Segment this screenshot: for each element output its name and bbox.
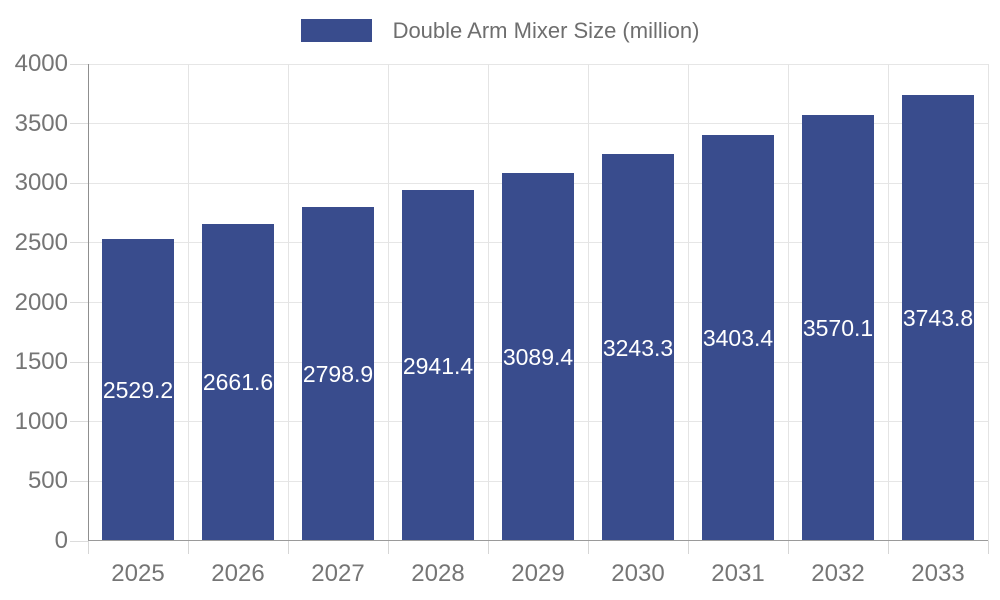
x-tick-label: 2028 <box>411 560 465 587</box>
x-gridline <box>187 64 189 541</box>
y-gridline <box>88 63 988 65</box>
bar-2031[interactable] <box>702 135 774 541</box>
bar-2028[interactable] <box>402 190 474 541</box>
x-tick-label: 2025 <box>111 560 165 587</box>
x-gridline <box>487 64 489 541</box>
x-tick-label: 2032 <box>811 560 865 587</box>
y-tick-label: 2500 <box>14 228 68 256</box>
x-tick-mark <box>587 541 589 554</box>
y-tick-label: 500 <box>27 467 68 495</box>
y-tick-label: 2000 <box>14 288 68 316</box>
x-tick-label: 2031 <box>711 560 765 587</box>
x-gridline <box>987 64 989 541</box>
x-tick-mark <box>787 541 789 554</box>
x-tick-label: 2027 <box>311 560 365 587</box>
x-tick-mark <box>187 541 189 554</box>
x-tick-mark <box>987 541 989 554</box>
y-tick-mark <box>70 421 88 423</box>
x-tick-mark <box>87 541 89 554</box>
x-gridline <box>687 64 689 541</box>
y-tick-mark <box>70 361 88 363</box>
y-tick-label: 0 <box>54 527 68 554</box>
bar-2032[interactable] <box>802 115 874 541</box>
y-tick-label: 1000 <box>14 407 68 435</box>
y-tick-label: 1500 <box>14 348 68 376</box>
x-gridline <box>287 64 289 541</box>
x-tick-mark <box>287 541 289 554</box>
legend[interactable]: Double Arm Mixer Size (million) <box>0 19 1000 42</box>
y-tick-mark <box>70 123 88 125</box>
y-tick-mark <box>70 182 88 184</box>
x-gridline <box>587 64 589 541</box>
x-gridline <box>387 64 389 541</box>
bar-2029[interactable] <box>502 172 574 541</box>
y-tick-label: 3000 <box>14 169 68 197</box>
y-tick-mark <box>70 302 88 303</box>
x-tick-mark <box>887 541 889 554</box>
y-axis-line <box>88 64 89 553</box>
y-tick-mark <box>70 63 88 65</box>
x-tick-label: 2029 <box>511 560 565 587</box>
bar-2030[interactable] <box>602 154 674 541</box>
y-tick-label: 3500 <box>14 109 68 137</box>
x-tick-label: 2026 <box>211 560 265 587</box>
y-tick-mark <box>70 242 88 244</box>
x-tick-mark <box>687 541 689 554</box>
x-gridline <box>787 64 789 541</box>
legend-label: Double Arm Mixer Size (million) <box>392 18 700 43</box>
bar-2026[interactable] <box>202 223 274 541</box>
y-tick-mark <box>70 540 88 542</box>
y-tick-mark <box>70 480 88 482</box>
x-gridline <box>887 64 889 541</box>
y-tick-label: 4000 <box>14 50 68 77</box>
plot-area: 2529.2 2661.6 2798.9 2941.4 3089.4 3243.3 3403… <box>88 63 989 541</box>
x-axis-line <box>88 540 988 541</box>
bar-2027[interactable] <box>302 207 374 541</box>
x-tick-mark <box>487 541 489 554</box>
legend-swatch <box>300 19 372 42</box>
bar-2025[interactable] <box>102 239 174 541</box>
y-gridline <box>88 123 988 125</box>
x-tick-label: 2033 <box>911 560 965 587</box>
bar-2033[interactable] <box>902 94 974 541</box>
x-tick-mark <box>387 541 389 554</box>
x-tick-label: 2030 <box>611 560 665 587</box>
